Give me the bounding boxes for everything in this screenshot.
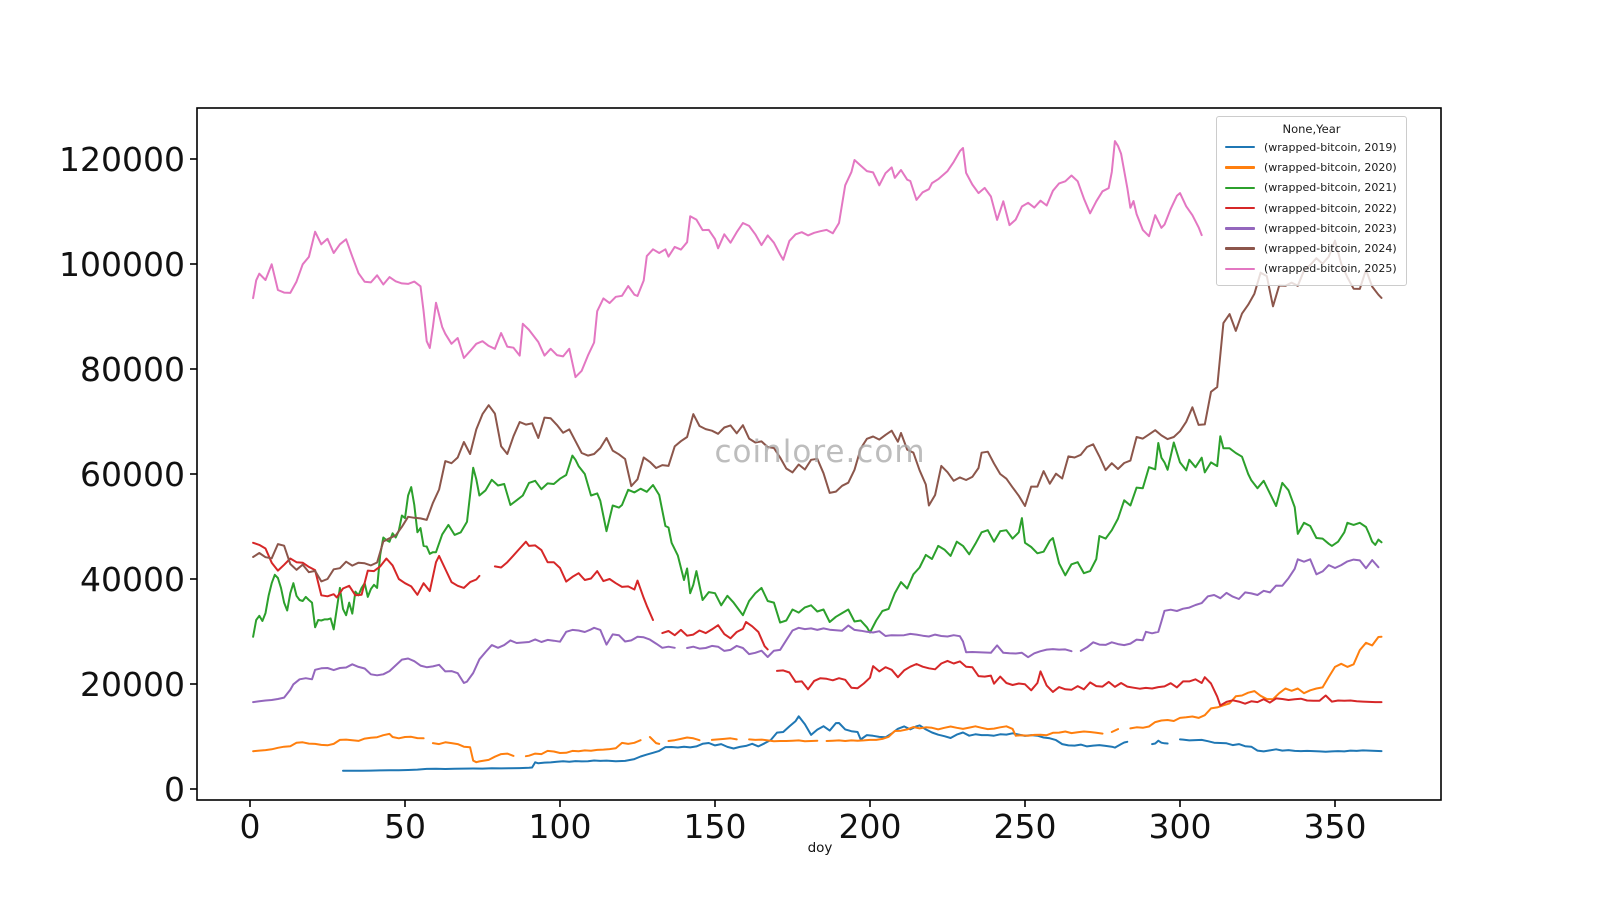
x-tick-label: 150: [684, 807, 747, 846]
legend-entry: (wrapped-bitcoin, 2025): [1223, 259, 1400, 279]
legend-entry-label: (wrapped-bitcoin, 2024): [1264, 242, 1397, 256]
legend-entry-label: (wrapped-bitcoin, 2022): [1264, 201, 1397, 215]
x-tick-label: 300: [1149, 807, 1212, 846]
series-line-2019: [342, 715, 1383, 772]
legend-entry: (wrapped-bitcoin, 2022): [1223, 198, 1400, 218]
legend-entry-label: (wrapped-bitcoin, 2021): [1264, 181, 1397, 195]
series-line-2022: [252, 540, 1383, 707]
legend-line-swatch: [1225, 186, 1255, 189]
series-line-2025: [252, 140, 1203, 379]
y-tick-label: 40000: [80, 560, 185, 599]
y-tick-label: 100000: [59, 245, 185, 284]
legend-box: None,Year (wrapped-bitcoin, 2019) (wrappe…: [1216, 116, 1407, 287]
x-tick-label: 50: [384, 807, 426, 846]
plot-spines: [196, 107, 1442, 801]
legend-entry: (wrapped-bitcoin, 2023): [1223, 218, 1400, 238]
legend-line-swatch: [1225, 166, 1255, 169]
x-tick-label: 250: [994, 807, 1057, 846]
legend-title: None,Year: [1282, 122, 1341, 136]
legend-line-swatch: [1225, 227, 1255, 230]
x-axis-label: doy: [807, 840, 833, 856]
series-line-2020: [252, 635, 1383, 764]
legend-entry: (wrapped-bitcoin, 2021): [1223, 178, 1400, 198]
x-tick-label: 200: [839, 807, 902, 846]
series-line-2023: [252, 558, 1380, 704]
series-line-2021: [252, 435, 1383, 638]
legend-line-swatch: [1225, 267, 1255, 271]
legend-line-swatch: [1225, 247, 1255, 250]
x-tick-label: 0: [240, 807, 261, 846]
y-tick-label: 80000: [80, 350, 185, 389]
legend-entry-label: (wrapped-bitcoin, 2025): [1264, 262, 1397, 276]
y-tick-label: 60000: [80, 455, 185, 494]
y-tick-label: 120000: [59, 140, 185, 179]
x-tick-label: 350: [1304, 807, 1367, 846]
legend-entry-label: (wrapped-bitcoin, 2019): [1264, 140, 1397, 154]
legend-entry-label: (wrapped-bitcoin, 2020): [1264, 160, 1397, 174]
legend-line-swatch: [1225, 206, 1255, 210]
legend-entry: (wrapped-bitcoin, 2019): [1223, 137, 1400, 157]
y-tick-label: 20000: [80, 665, 185, 704]
watermark: coinlore.com: [714, 434, 926, 470]
legend-line-swatch: [1225, 145, 1255, 149]
x-tick-label: 100: [529, 807, 592, 846]
legend-entry: (wrapped-bitcoin, 2020): [1223, 157, 1400, 177]
legend-entry: (wrapped-bitcoin, 2024): [1223, 238, 1400, 258]
legend-entry-label: (wrapped-bitcoin, 2023): [1264, 221, 1397, 235]
series-line-2024: [252, 239, 1383, 583]
y-tick-label: 0: [164, 770, 185, 809]
